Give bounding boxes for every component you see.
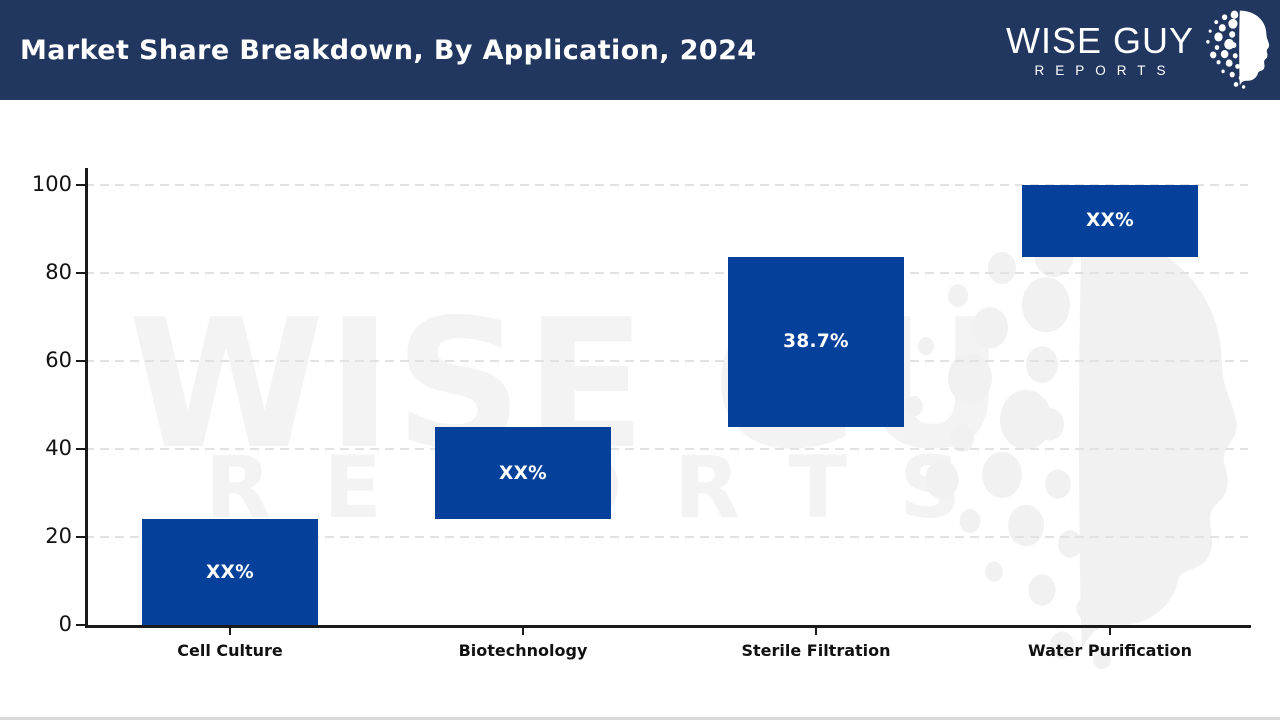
y-tick-label-100: 100 (31, 172, 72, 196)
y-tick-label-20: 20 (45, 524, 72, 548)
logo-text: WISE GUY REPORTS (1005, 19, 1194, 78)
y-tick-mark-80 (76, 272, 85, 274)
y-tick-mark-40 (76, 448, 85, 450)
y-tick-label-0: 0 (58, 612, 72, 636)
x-tick-mark-water-purification (1109, 627, 1111, 635)
gridline-80 (85, 272, 1248, 274)
bar-value-label-cell-culture: XX% (206, 561, 254, 583)
gridline-40 (85, 448, 1248, 450)
y-tick-mark-60 (76, 360, 85, 362)
bar-value-label-biotechnology: XX% (499, 462, 547, 484)
x-tick-mark-cell-culture (229, 627, 231, 635)
y-tick-mark-20 (76, 536, 85, 538)
dotted-head-profile-icon (1206, 10, 1270, 89)
y-tick-mark-0 (76, 624, 85, 626)
bar-value-label-water-purification: XX% (1086, 210, 1134, 232)
logo-subname: REPORTS (1034, 62, 1177, 78)
x-tick-mark-sterile-filtration (815, 627, 817, 635)
bar-cell-culture: XX% (142, 519, 318, 625)
x-tick-mark-biotechnology (522, 627, 524, 635)
bar-biotechnology: XX% (435, 427, 611, 520)
x-axis-label-biotechnology: Biotechnology (458, 641, 588, 660)
x-axis-line (85, 625, 1251, 628)
logo-name: WISE GUY (1005, 19, 1194, 61)
x-axis-label-water-purification: Water Purification (1028, 641, 1192, 660)
bar-value-label-sterile-filtration: 38.7% (783, 331, 849, 353)
page-title: Market Share Breakdown, By Application, … (20, 34, 757, 66)
gridline-100 (85, 184, 1248, 186)
y-axis-line (85, 168, 88, 627)
y-tick-label-40: 40 (45, 436, 72, 460)
y-tick-label-60: 60 (45, 348, 72, 372)
x-axis-label-sterile-filtration: Sterile Filtration (741, 641, 891, 660)
header-bar: Market Share Breakdown, By Application, … (0, 0, 1280, 100)
x-axis-label-cell-culture: Cell Culture (177, 641, 283, 660)
wise-guy-logo: WISE GUY REPORTS (1006, 6, 1274, 94)
y-tick-label-80: 80 (45, 260, 72, 284)
gridline-60 (85, 360, 1248, 362)
bar-water-purification: XX% (1022, 185, 1198, 257)
watermark-dotted-head-icon (905, 231, 1237, 670)
y-tick-mark-100 (76, 184, 85, 186)
gridline-20 (85, 536, 1248, 538)
bar-sterile-filtration: 38.7% (728, 256, 904, 427)
